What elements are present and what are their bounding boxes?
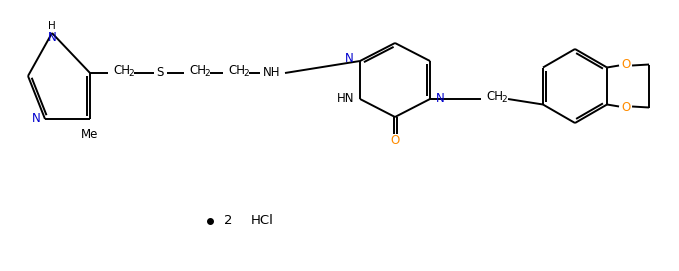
Text: H: H bbox=[48, 21, 56, 31]
Text: 2: 2 bbox=[128, 69, 134, 79]
Text: N: N bbox=[48, 31, 56, 44]
Text: HN: HN bbox=[337, 92, 354, 105]
Text: N: N bbox=[32, 112, 40, 125]
Text: CH: CH bbox=[229, 63, 246, 76]
Text: NH: NH bbox=[263, 66, 280, 79]
Text: O: O bbox=[621, 101, 631, 114]
Text: Me: Me bbox=[81, 128, 98, 141]
Text: CH: CH bbox=[486, 89, 504, 102]
Text: 2: 2 bbox=[501, 95, 507, 105]
Text: 2: 2 bbox=[224, 215, 232, 227]
Text: S: S bbox=[156, 66, 164, 79]
Text: O: O bbox=[390, 134, 400, 147]
Text: N: N bbox=[436, 92, 445, 105]
Text: 2: 2 bbox=[243, 69, 249, 79]
Text: CH: CH bbox=[189, 63, 206, 76]
Text: CH: CH bbox=[113, 63, 130, 76]
Text: O: O bbox=[621, 58, 631, 71]
Text: 2: 2 bbox=[204, 69, 210, 79]
Text: N: N bbox=[345, 53, 354, 66]
Text: HCl: HCl bbox=[251, 215, 274, 227]
